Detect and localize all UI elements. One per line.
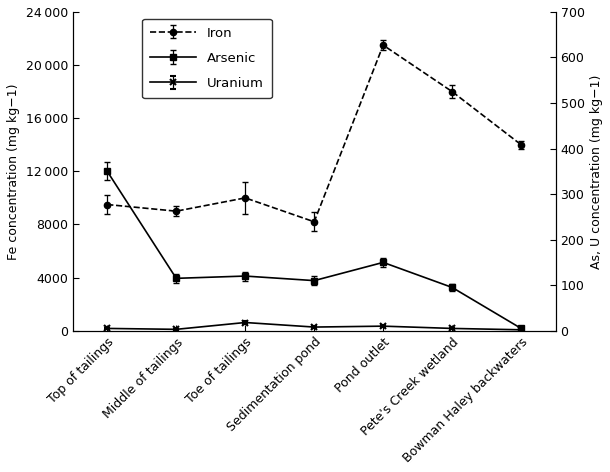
Y-axis label: Fe concentration (mg kg−1): Fe concentration (mg kg−1) — [7, 83, 20, 260]
Y-axis label: As, U concentration (mg kg−1): As, U concentration (mg kg−1) — [590, 74, 603, 269]
Legend: Iron, Arsenic, Uranium: Iron, Arsenic, Uranium — [142, 18, 271, 98]
